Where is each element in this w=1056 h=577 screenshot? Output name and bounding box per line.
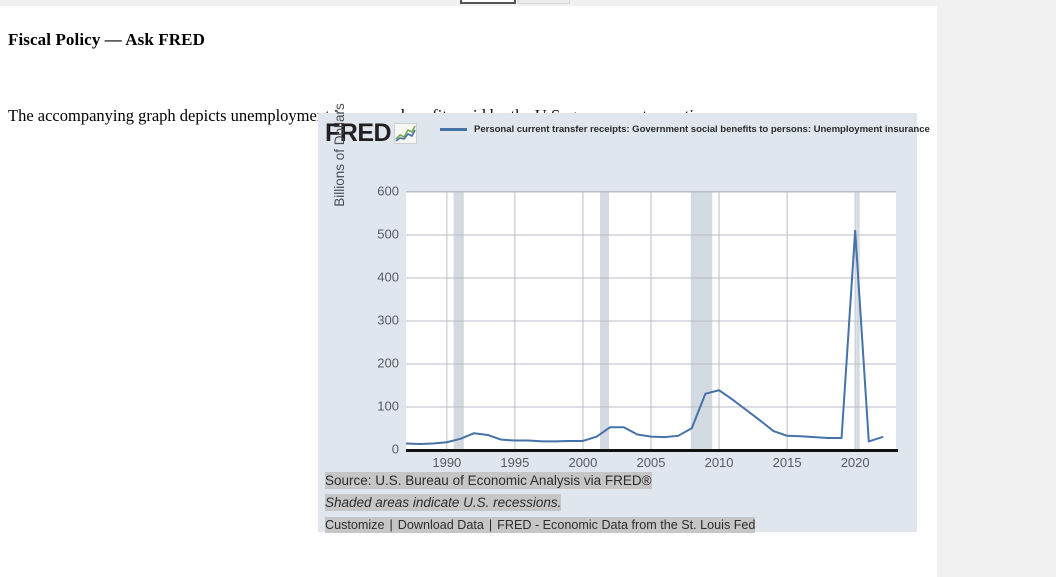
fred-wordmark: FRED <box>325 119 392 147</box>
legend-label: Personal current transfer receipts: Gove… <box>474 124 930 135</box>
page-title: Fiscal Policy — Ask FRED <box>8 30 205 50</box>
y-axis-tick: 100 <box>377 398 399 414</box>
chart-svg <box>406 192 896 450</box>
x-axis-tick: 1990 <box>432 455 462 470</box>
x-axis-tick: 1995 <box>500 455 530 470</box>
download-data-link[interactable]: Download Data <box>397 517 484 532</box>
x-axis-rule <box>406 449 898 452</box>
chart-legend: Personal current transfer receipts: Gove… <box>440 124 930 135</box>
fred-logo[interactable]: FRED <box>325 119 418 147</box>
source-text: Source: U.S. Bureau of Economic Analysis… <box>325 472 652 489</box>
line-chart-icon <box>394 123 418 144</box>
customize-link[interactable]: Customize <box>325 517 385 532</box>
x-axis-tick: 2000 <box>568 455 598 470</box>
document-page: Fiscal Policy — Ask FRED The accompanyin… <box>0 6 937 577</box>
y-axis-tick: 0 <box>391 441 399 457</box>
legend-swatch-icon <box>440 128 467 131</box>
y-axis-tick: 300 <box>377 312 399 328</box>
source-line: Source: U.S. Bureau of Economic Analysis… <box>325 472 910 491</box>
fred-chart-header: FRED Personal current transfer receipts:… <box>318 113 930 147</box>
chart-series-lines <box>406 229 884 445</box>
link-separator-1: | <box>389 517 393 532</box>
fred-site-link[interactable]: FRED - Economic Data from the St. Louis … <box>497 517 756 532</box>
x-axis-tick: 2015 <box>772 455 802 470</box>
y-axis-tick: 200 <box>377 355 399 371</box>
y-axis-tick: 600 <box>377 183 399 199</box>
series-line <box>406 229 884 445</box>
footer-links-line: Customize | Download Data | FRED - Economic … <box>325 516 910 535</box>
link-separator-2: | <box>488 517 493 532</box>
x-axis-tick: 2010 <box>704 455 734 470</box>
fred-chart-footer: Source: U.S. Bureau of Economic Analysis… <box>325 472 910 537</box>
y-axis-tick-labels: 0 100 200 300 400 500 600 <box>348 147 405 457</box>
fred-chart-panel: FRED Personal current transfer receipts:… <box>318 103 930 533</box>
y-axis-tick: 500 <box>377 226 399 242</box>
chart-plot-wrapper: Billions of Dollars 0 100 200 300 400 500 600 … <box>318 103 917 470</box>
x-axis-tick: 2020 <box>840 455 870 470</box>
browser-toolbar-strip <box>0 0 1056 6</box>
chart-plot-area[interactable] <box>406 191 896 450</box>
toolbar-inactive-tab-stub[interactable] <box>518 0 570 4</box>
y-axis-tick: 400 <box>377 269 399 285</box>
recession-note-line: Shaded areas indicate U.S. recessions. <box>325 493 910 513</box>
y-axis-title: Billions of Dollars <box>332 103 347 207</box>
footer-links-group: Customize | Download Data | FRED - Economic … <box>325 516 756 533</box>
x-axis-tick-labels: 1990 1995 2000 2005 2010 2015 2020 <box>406 453 898 475</box>
recession-note-text: Shaded areas indicate U.S. recessions. <box>325 493 562 511</box>
x-axis-tick: 2005 <box>636 455 666 470</box>
toolbar-active-tab-stub[interactable] <box>460 0 516 4</box>
chart-gridlines <box>406 192 896 450</box>
